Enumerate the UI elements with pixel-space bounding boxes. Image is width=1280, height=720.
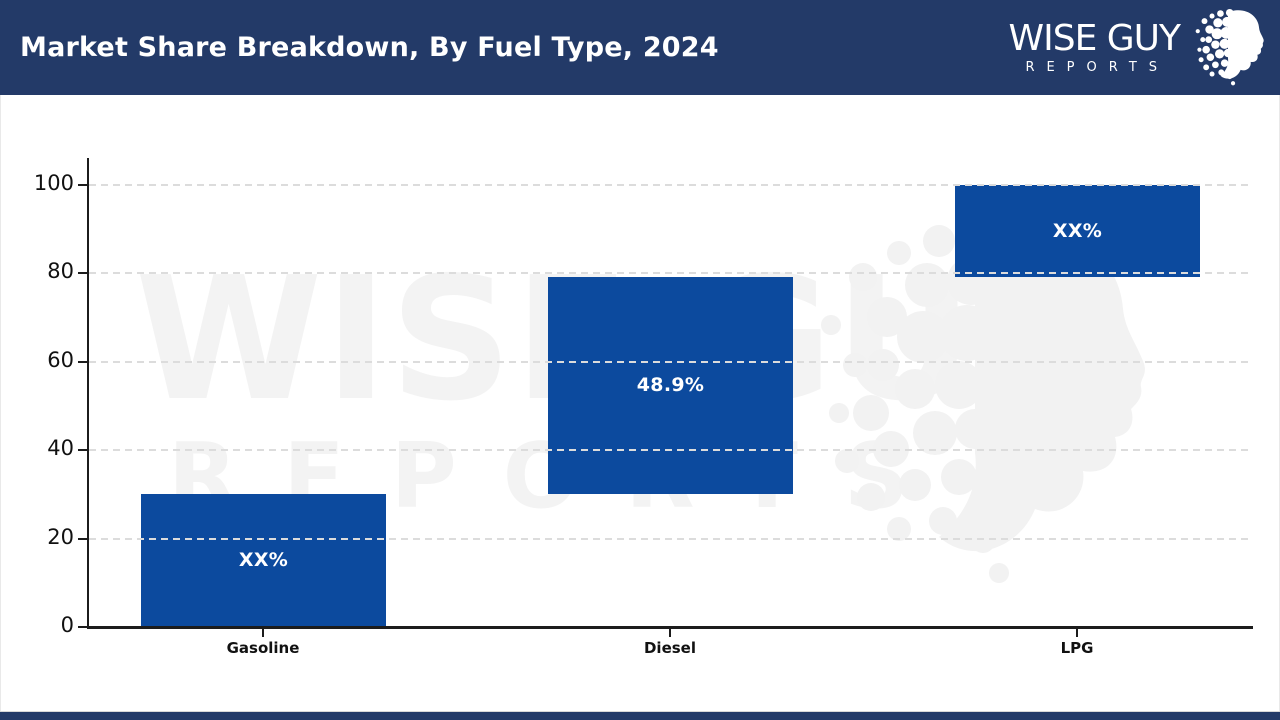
footer-divider (0, 711, 1280, 712)
bar-lpg: XX% (955, 185, 1200, 278)
bar-diesel: 48.9% (548, 277, 793, 494)
bar-value-label: 48.9% (636, 374, 705, 397)
wiseguy-head-icon (1195, 8, 1264, 85)
bar-value-label: XX% (1052, 220, 1103, 243)
bar-value-label: XX% (238, 549, 289, 572)
gridline (89, 272, 1253, 275)
gridline (89, 184, 1253, 186)
y-tick-label: 100 (33, 171, 74, 195)
x-tick-mark (262, 629, 264, 637)
gridline (89, 537, 1253, 540)
gridline (89, 360, 1253, 363)
y-tick-label: 40 (47, 436, 74, 461)
y-tick-mark (78, 272, 87, 275)
brand-subtitle: REPORTS (1025, 60, 1170, 75)
y-tick-label: 0 (60, 613, 74, 637)
x-tick-mark (669, 629, 671, 637)
y-tick-mark (78, 626, 87, 628)
brand-name: WISE GUY (1008, 18, 1181, 59)
y-tick-label: 20 (47, 524, 74, 549)
x-tick-label-lpg: LPG (1060, 639, 1094, 657)
y-tick-mark (78, 360, 87, 363)
brand-logo: WISE GUY REPORTS (1009, 0, 1271, 95)
brand-text: WISE GUY REPORTS (1008, 18, 1181, 75)
y-tick-mark (78, 537, 87, 540)
x-axis-line (87, 626, 1253, 629)
footer-bar (0, 712, 1280, 720)
y-tick-mark (78, 184, 87, 186)
y-tick-label: 80 (47, 259, 74, 284)
header: Market Share Breakdown, By Fuel Type, 20… (0, 0, 1280, 95)
x-tick-label-gasoline: Gasoline (226, 639, 300, 657)
y-axis-line (87, 158, 89, 628)
page-title: Market Share Breakdown, By Fuel Type, 20… (20, 32, 719, 63)
bar-gasoline: XX% (141, 493, 386, 627)
y-tick-mark (78, 449, 87, 452)
y-tick-label: 60 (47, 347, 74, 372)
x-tick-mark (1076, 629, 1078, 637)
gridline (89, 449, 1253, 452)
x-tick-label-diesel: Diesel (643, 639, 696, 657)
